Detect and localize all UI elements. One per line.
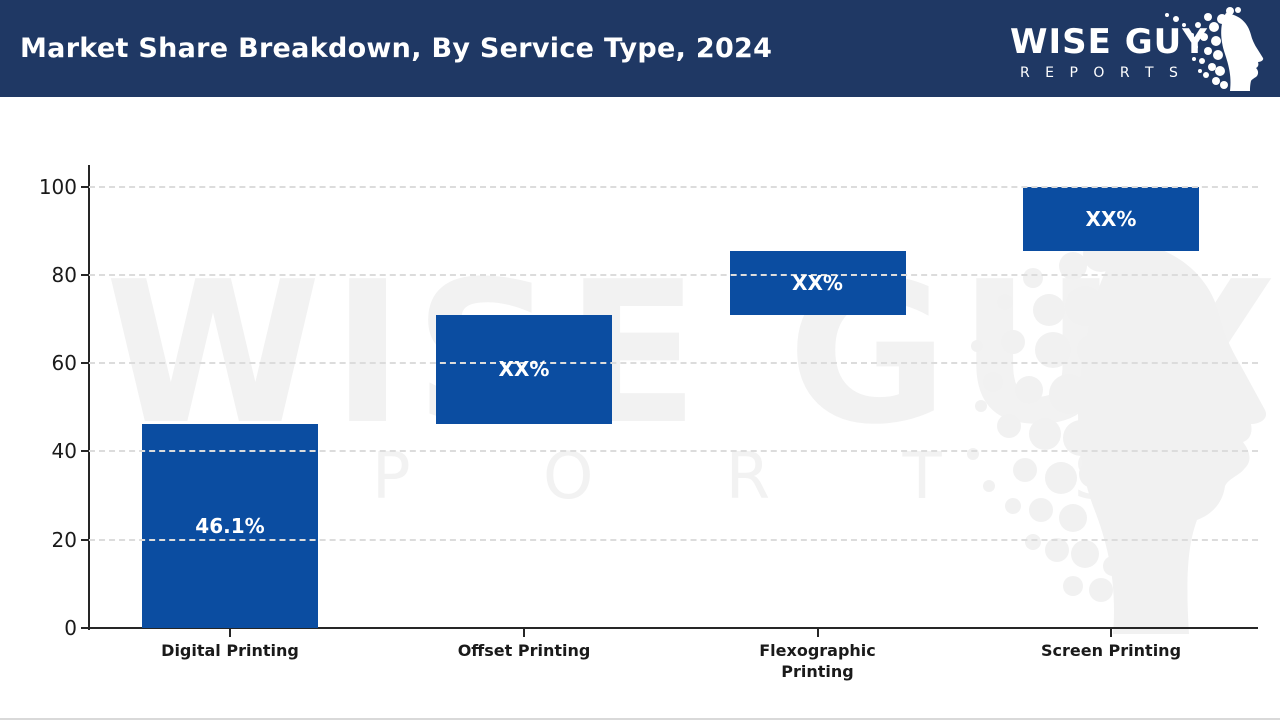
- x-tick-mark: [1110, 629, 1112, 637]
- header: Market Share Breakdown, By Service Type,…: [0, 0, 1280, 97]
- y-tick-mark: [81, 450, 89, 453]
- grid-line: [89, 362, 1258, 365]
- x-axis-line: [88, 627, 1258, 629]
- y-tick-label: 0: [64, 616, 77, 640]
- grid-line: [89, 273, 1258, 276]
- x-tick-mark: [229, 629, 231, 637]
- bar-value-label: XX%: [792, 270, 843, 295]
- y-tick-label: 20: [51, 527, 77, 552]
- y-tick-label: 80: [51, 262, 77, 287]
- bar: [142, 424, 318, 628]
- x-tick-label: Flexographic Printing: [759, 641, 876, 681]
- y-tick-mark: [81, 185, 89, 188]
- bottom-border: [0, 718, 1280, 720]
- y-axis-line: [88, 165, 90, 630]
- grid-line: [89, 450, 1258, 453]
- y-tick-label: 40: [51, 439, 77, 464]
- x-tick-mark: [523, 629, 525, 637]
- logo-tagline-text: R E P O R T S: [1020, 65, 1183, 81]
- y-tick-mark: [81, 627, 89, 629]
- y-tick-mark: [81, 362, 89, 365]
- bar-value-label: XX%: [498, 357, 550, 382]
- bar: [1023, 186, 1199, 251]
- grid-line: [89, 538, 1258, 541]
- logo-name-text: WISE GUY: [1010, 22, 1208, 62]
- y-tick-mark: [81, 538, 89, 541]
- x-tick-mark: [816, 629, 819, 637]
- page-title: Market Share Breakdown, By Service Type,…: [20, 33, 773, 64]
- y-tick-label: 100: [38, 174, 77, 199]
- y-tick-label: 60: [51, 351, 77, 376]
- x-tick-label: Offset Printing: [457, 641, 591, 660]
- bar-value-label: 46.1%: [195, 514, 265, 539]
- x-tick-label: Screen Printing: [1040, 641, 1182, 660]
- x-tick-label: Digital Printing: [161, 641, 299, 660]
- watermark-face-icon: [967, 236, 1267, 634]
- bar: [436, 314, 612, 425]
- grid-line: [89, 185, 1258, 188]
- bar: [729, 250, 906, 315]
- wise-guy-reports-logo: WISE GUY R E P O R T S: [1010, 7, 1264, 91]
- bar-value-label: XX%: [1085, 206, 1137, 231]
- logo-face-icon: [1165, 7, 1264, 91]
- y-tick-mark: [81, 273, 89, 276]
